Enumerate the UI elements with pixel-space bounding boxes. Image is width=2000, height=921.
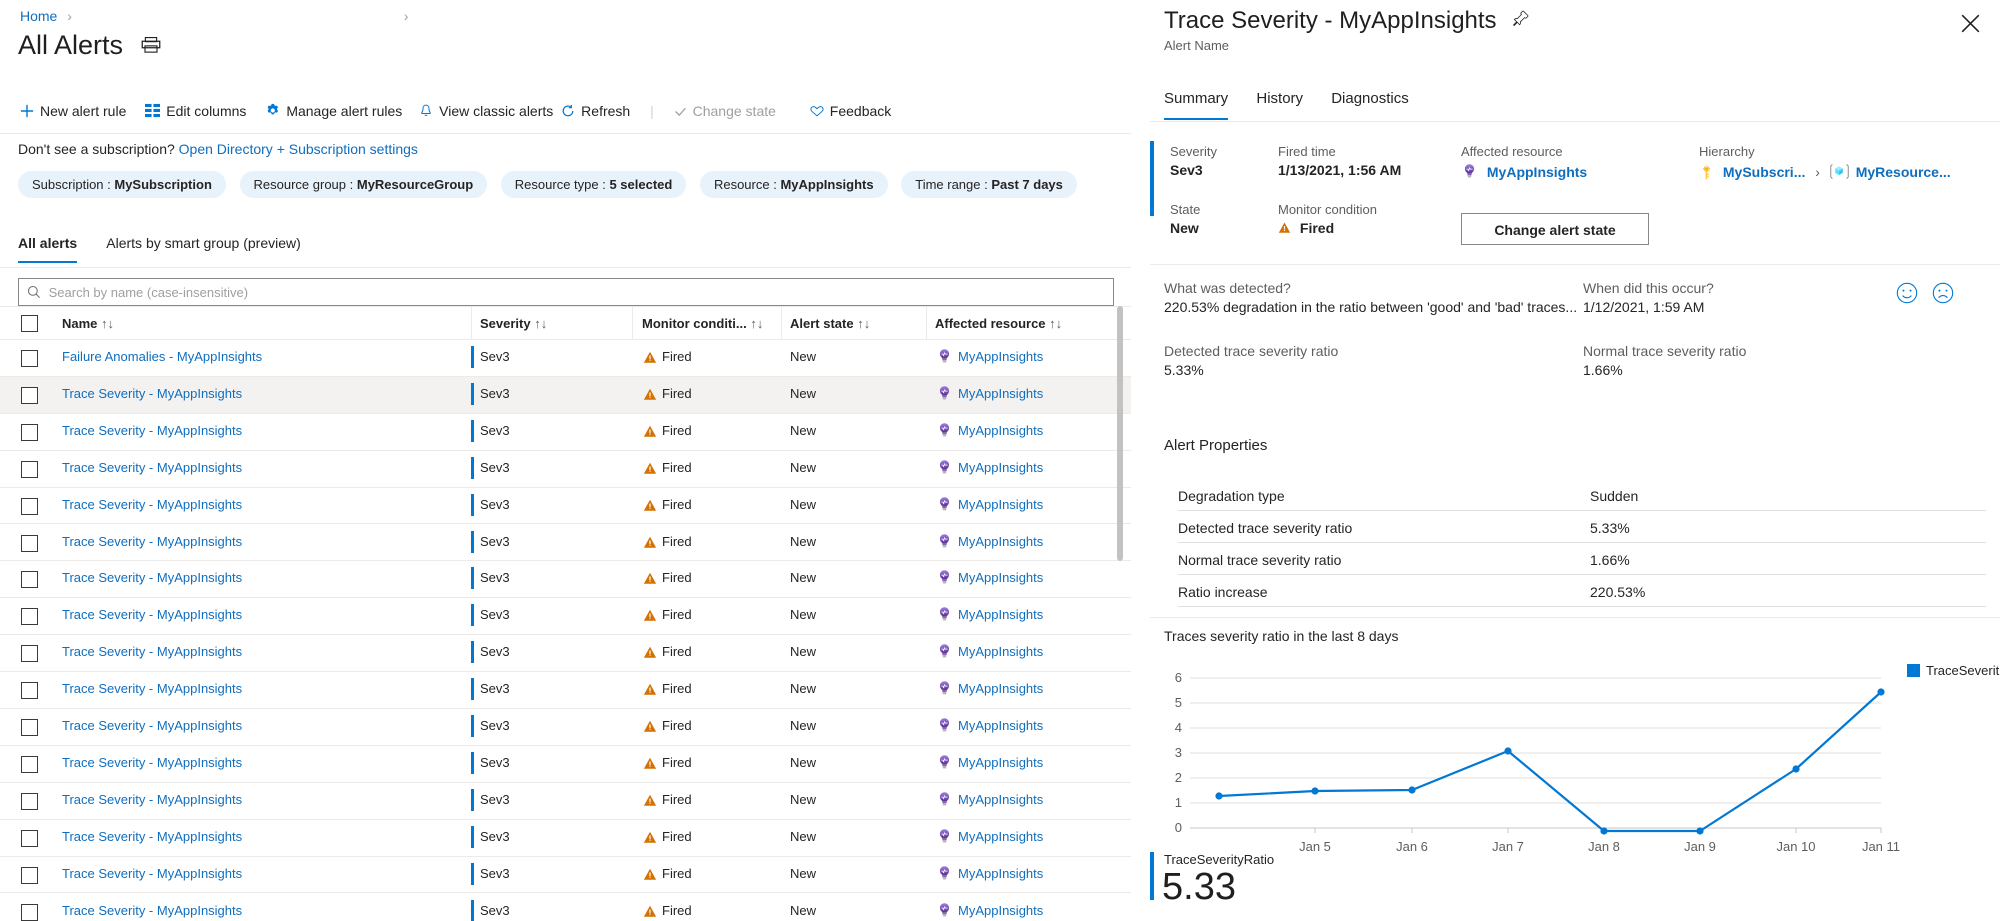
svg-text:4: 4: [1175, 720, 1182, 735]
svg-text:Jan 9: Jan 9: [1684, 839, 1716, 854]
svg-text:3: 3: [1175, 745, 1182, 760]
svg-text:Jan 8: Jan 8: [1588, 839, 1620, 854]
svg-text:Jan 7: Jan 7: [1492, 839, 1524, 854]
svg-text:Jan 6: Jan 6: [1396, 839, 1428, 854]
svg-text:2: 2: [1175, 770, 1182, 785]
svg-text:Jan 11: Jan 11: [1862, 839, 1900, 854]
svg-text:1: 1: [1175, 795, 1182, 810]
svg-text:Jan 10: Jan 10: [1776, 839, 1815, 854]
svg-text:5: 5: [1175, 695, 1182, 710]
svg-text:6: 6: [1175, 670, 1182, 685]
svg-text:Jan 5: Jan 5: [1299, 839, 1331, 854]
svg-text:0: 0: [1175, 820, 1182, 835]
